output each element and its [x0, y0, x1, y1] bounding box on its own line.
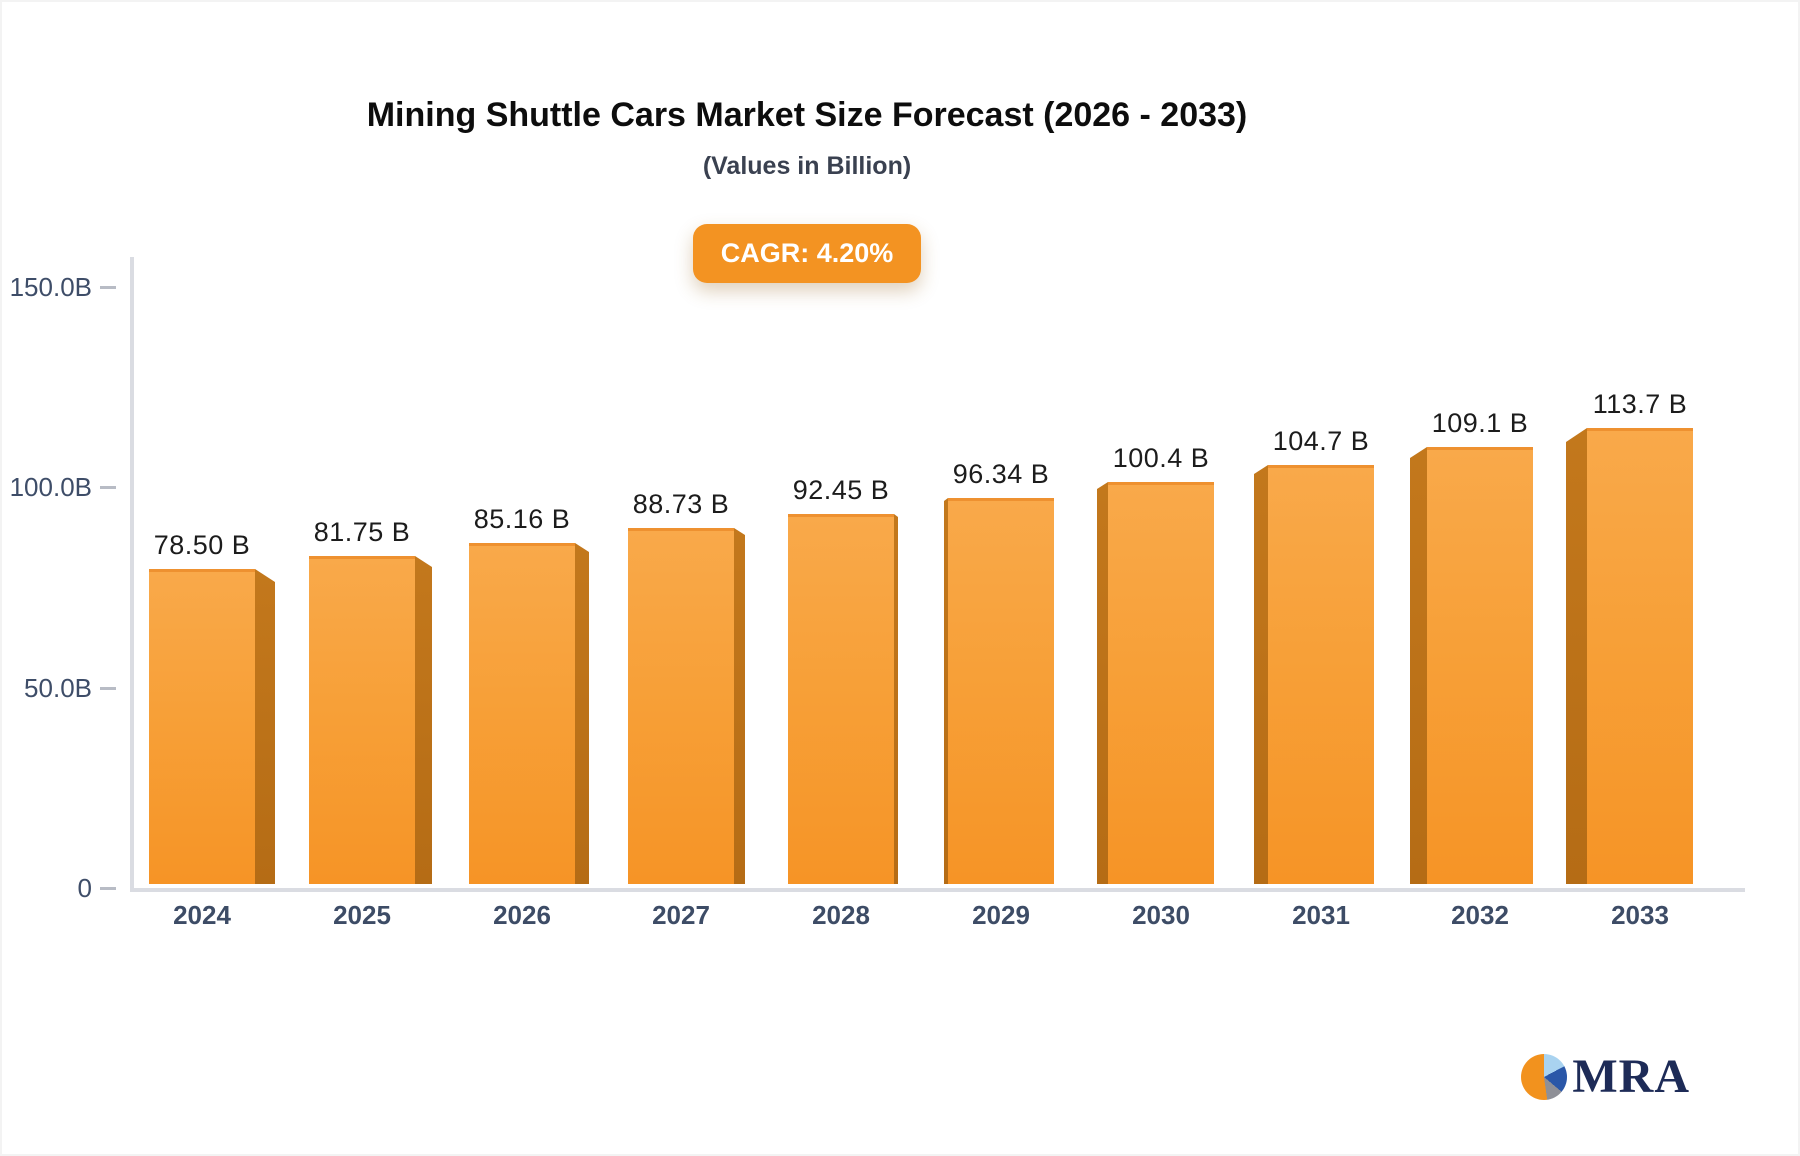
bar-2032 [1427, 447, 1533, 884]
cagr-badge: CAGR: 4.20% [692, 224, 922, 283]
bar-value-label-2028: 92.45 B [792, 475, 890, 505]
chart-subtitle: (Values in Billion) [702, 152, 912, 180]
bar-value-label-2033: 113.7 B [1592, 389, 1688, 419]
logo: MRA [1521, 1050, 1690, 1103]
bar-side-face-2029 [944, 498, 948, 884]
y-axis-tick-mark [100, 286, 116, 289]
y-axis-tick-label: 50.0B [24, 672, 92, 703]
x-axis-label-2033: 2033 [1611, 900, 1669, 930]
y-axis-tick-mark [100, 486, 116, 490]
bar-2027 [628, 528, 734, 884]
y-axis-tick-label: 150.0B [9, 272, 92, 302]
bar-2024 [149, 569, 255, 884]
bar-2030 [1108, 482, 1214, 884]
bar-side-face-2030 [1097, 482, 1108, 884]
y-axis-line [130, 257, 134, 890]
pie-chart-icon [1521, 1054, 1568, 1100]
x-axis-label-2030: 2030 [1132, 900, 1190, 930]
bar-2028 [788, 514, 894, 884]
bar-value-label-2024: 78.50 B [153, 530, 251, 560]
x-axis-label-2032: 2032 [1451, 900, 1509, 930]
bar-value-label-2032: 109.1 B [1431, 408, 1529, 438]
bar-value-label-2025: 81.75 B [313, 517, 411, 547]
bar-2029 [948, 498, 1054, 884]
bar-value-label-2027: 88.73 B [632, 489, 730, 519]
logo-text: MRA [1572, 1050, 1690, 1103]
bar-side-face-2024 [255, 569, 275, 884]
x-axis-label-2029: 2029 [972, 900, 1030, 930]
y-axis-tick-mark [100, 887, 116, 890]
bar-value-label-2031: 104.7 B [1272, 426, 1370, 456]
x-axis-label-2026: 2026 [493, 900, 551, 930]
bar-side-face-2031 [1254, 465, 1268, 884]
bar-2031 [1268, 465, 1374, 884]
bar-value-label-2029: 96.34 B [952, 459, 1050, 489]
bar-2025 [309, 556, 415, 884]
bar-value-label-2030: 100.4 B [1112, 443, 1210, 473]
y-axis-tick-label: 0 [77, 873, 92, 903]
bar-side-face-2033 [1566, 428, 1587, 884]
bar-side-face-2028 [894, 514, 898, 884]
y-axis-tick-mark [100, 686, 116, 690]
x-axis-label-2025: 2025 [333, 900, 391, 930]
bar-side-face-2027 [734, 528, 745, 884]
bar-value-label-2026: 85.16 B [473, 504, 571, 534]
y-axis-tick-label: 100.0B [9, 472, 92, 503]
bar-side-face-2026 [575, 543, 589, 884]
bar-2026 [469, 543, 575, 884]
bar-side-face-2032 [1410, 447, 1427, 884]
x-axis-label-2031: 2031 [1292, 900, 1350, 930]
x-axis-label-2024: 2024 [173, 900, 231, 930]
x-axis-label-2027: 2027 [652, 900, 710, 930]
chart-title: Mining Shuttle Cars Market Size Forecast… [366, 96, 1248, 134]
cagr-badge-row: CAGR: 4.20% [2, 224, 1612, 283]
x-axis-line [130, 888, 1745, 892]
bar-2033 [1587, 428, 1693, 884]
x-axis-label-2028: 2028 [812, 900, 870, 930]
bar-side-face-2025 [415, 556, 432, 884]
